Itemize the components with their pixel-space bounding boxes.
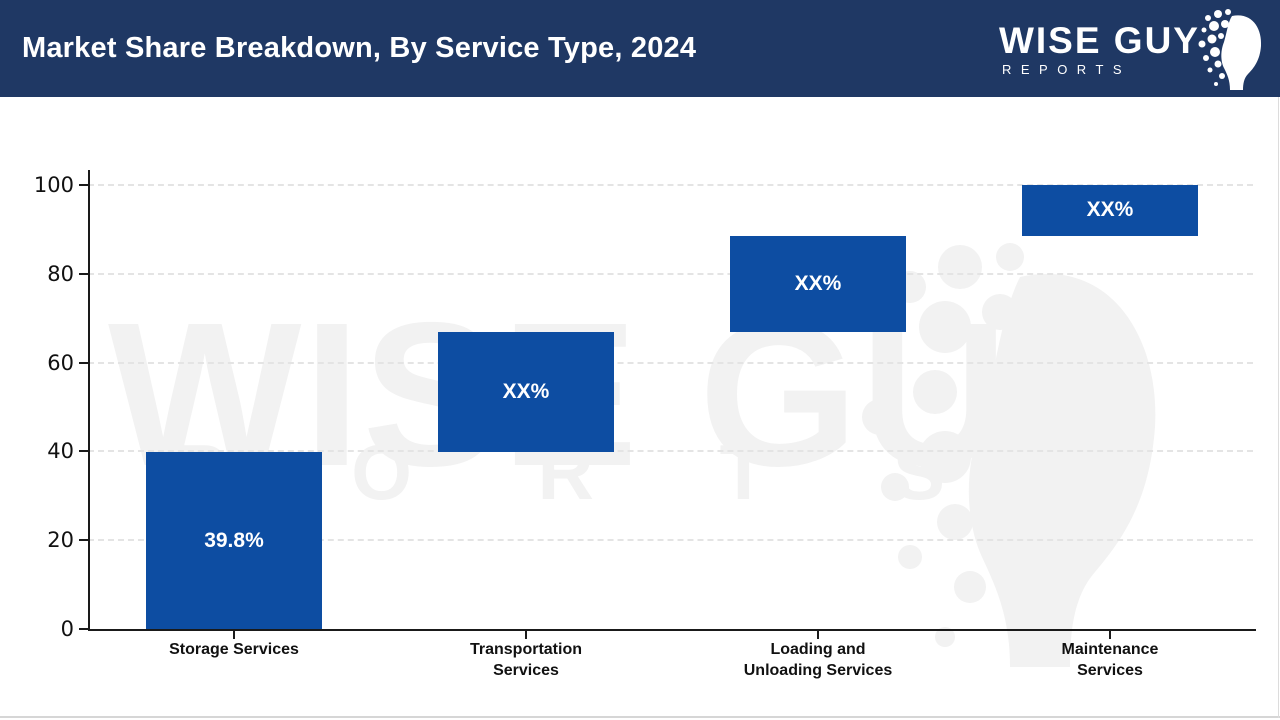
x-axis-spine [88,629,1256,631]
bar-transportation-services: XX% [438,331,614,453]
logo-wordmark: WISE GUY [998,19,1200,61]
gridline [88,272,1253,275]
logo-text: WISE GUY REPORTS [999,22,1200,76]
bar-loading-and-unloading-services: XX% [730,235,906,332]
y-tick-label: 20 [47,528,74,553]
gridline [88,450,1253,453]
category-label: Storage Services [169,641,299,658]
y-tick-mark [79,272,88,275]
gridline [88,361,1253,364]
right-border-line [1278,97,1279,718]
page-title: Market Share Breakdown, By Service Type,… [22,32,697,64]
bar-value-label: XX% [794,271,842,295]
gridline [88,539,1253,542]
logo-face-icon [1198,8,1262,90]
bar-value-label: XX% [1086,198,1134,222]
bar-value-label: XX% [502,380,550,404]
y-tick-mark [79,450,88,453]
y-tick-mark [79,361,88,364]
header-band: Market Share Breakdown, By Service Type,… [0,0,1280,97]
y-tick-label: 0 [60,617,74,641]
category-label: Transportation Services [469,641,582,679]
category-label: Loading and Unloading Services [743,641,893,679]
x-tick-mark [1109,631,1111,639]
gridline [88,184,1253,186]
bar-storage-services: 39.8% [146,452,322,629]
y-tick-mark [79,184,88,186]
x-tick-mark [525,631,527,639]
x-tick-mark [233,631,235,639]
y-tick-label: 100 [33,173,74,197]
y-tick-label: 60 [47,350,74,375]
bar-value-label: 39.8% [204,528,264,552]
logo-subtitle: REPORTS [1001,61,1132,77]
y-axis-spine [88,170,90,631]
bar-maintenance-services: XX% [1022,185,1198,236]
y-tick-mark [79,539,88,542]
bottom-border-line [0,716,1280,718]
category-label: Maintenance Services [1061,641,1159,679]
x-tick-mark [817,631,819,639]
y-tick-mark [79,628,88,630]
wiseguy-logo: WISE GUY REPORTS [999,6,1280,92]
y-tick-label: 40 [47,439,74,464]
y-tick-label: 80 [47,261,74,286]
